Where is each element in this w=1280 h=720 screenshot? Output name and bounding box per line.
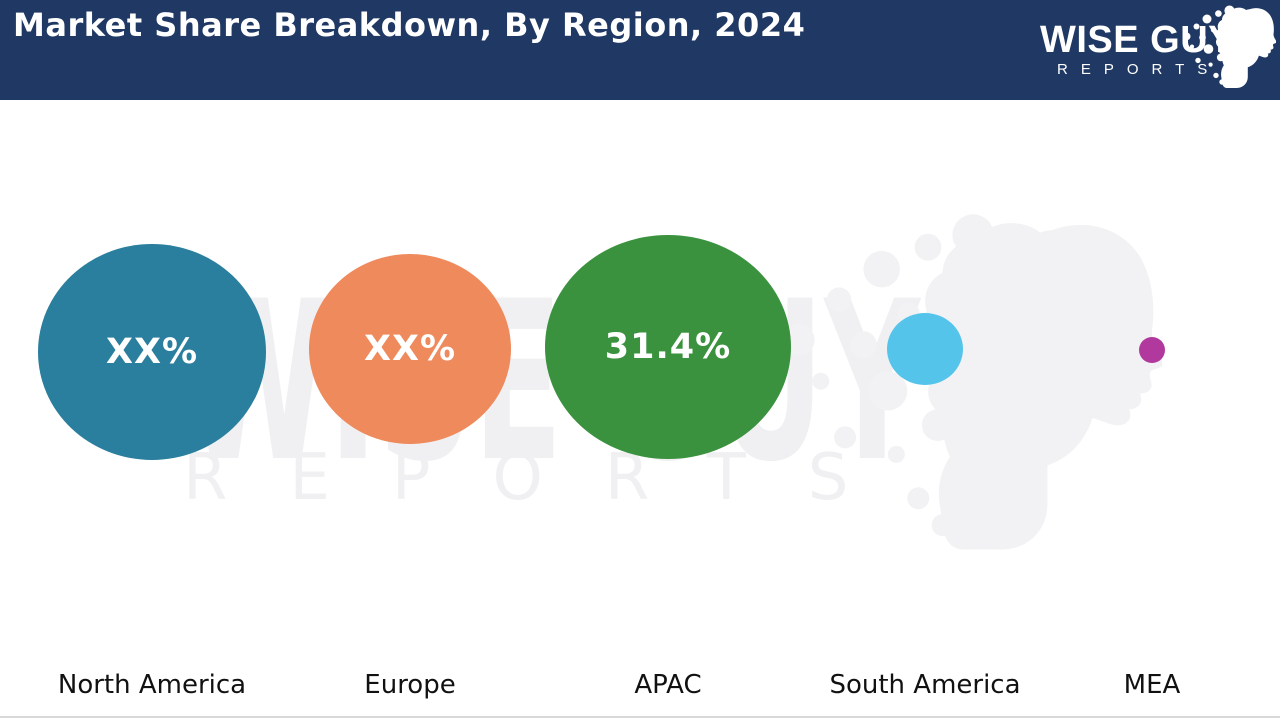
header: Market Share Breakdown, By Region, 2024 … [0,0,1280,100]
bubble-north-america: XX% [38,244,266,460]
bubble-europe: XX% [309,254,511,444]
bubble-value-europe: XX% [363,329,457,369]
chart-area: WISE GUY REPORTS XX%XX%31.4% North Ameri… [0,100,1280,720]
category-label-south-america: South America [829,670,1021,700]
bottom-divider [0,716,1280,718]
brand-subtext: REPORTS [1057,61,1221,78]
bubble-value-apac: 31.4% [604,327,732,367]
category-label-europe: Europe [364,670,456,700]
category-label-north-america: North America [57,670,247,700]
category-label-mea: MEA [1123,670,1181,700]
page-title: Market Share Breakdown, By Region, 2024 [13,6,806,44]
bubble-chart: XX% XX% 31.4% [0,100,1280,720]
category-labels: North America Europe APAC South America MEA [0,100,1280,720]
bubble-value-north-america: XX% [105,332,199,372]
brand-head-icon [1180,4,1276,94]
category-label-apac: APAC [634,670,702,700]
bubble-apac: 31.4% [545,235,791,459]
